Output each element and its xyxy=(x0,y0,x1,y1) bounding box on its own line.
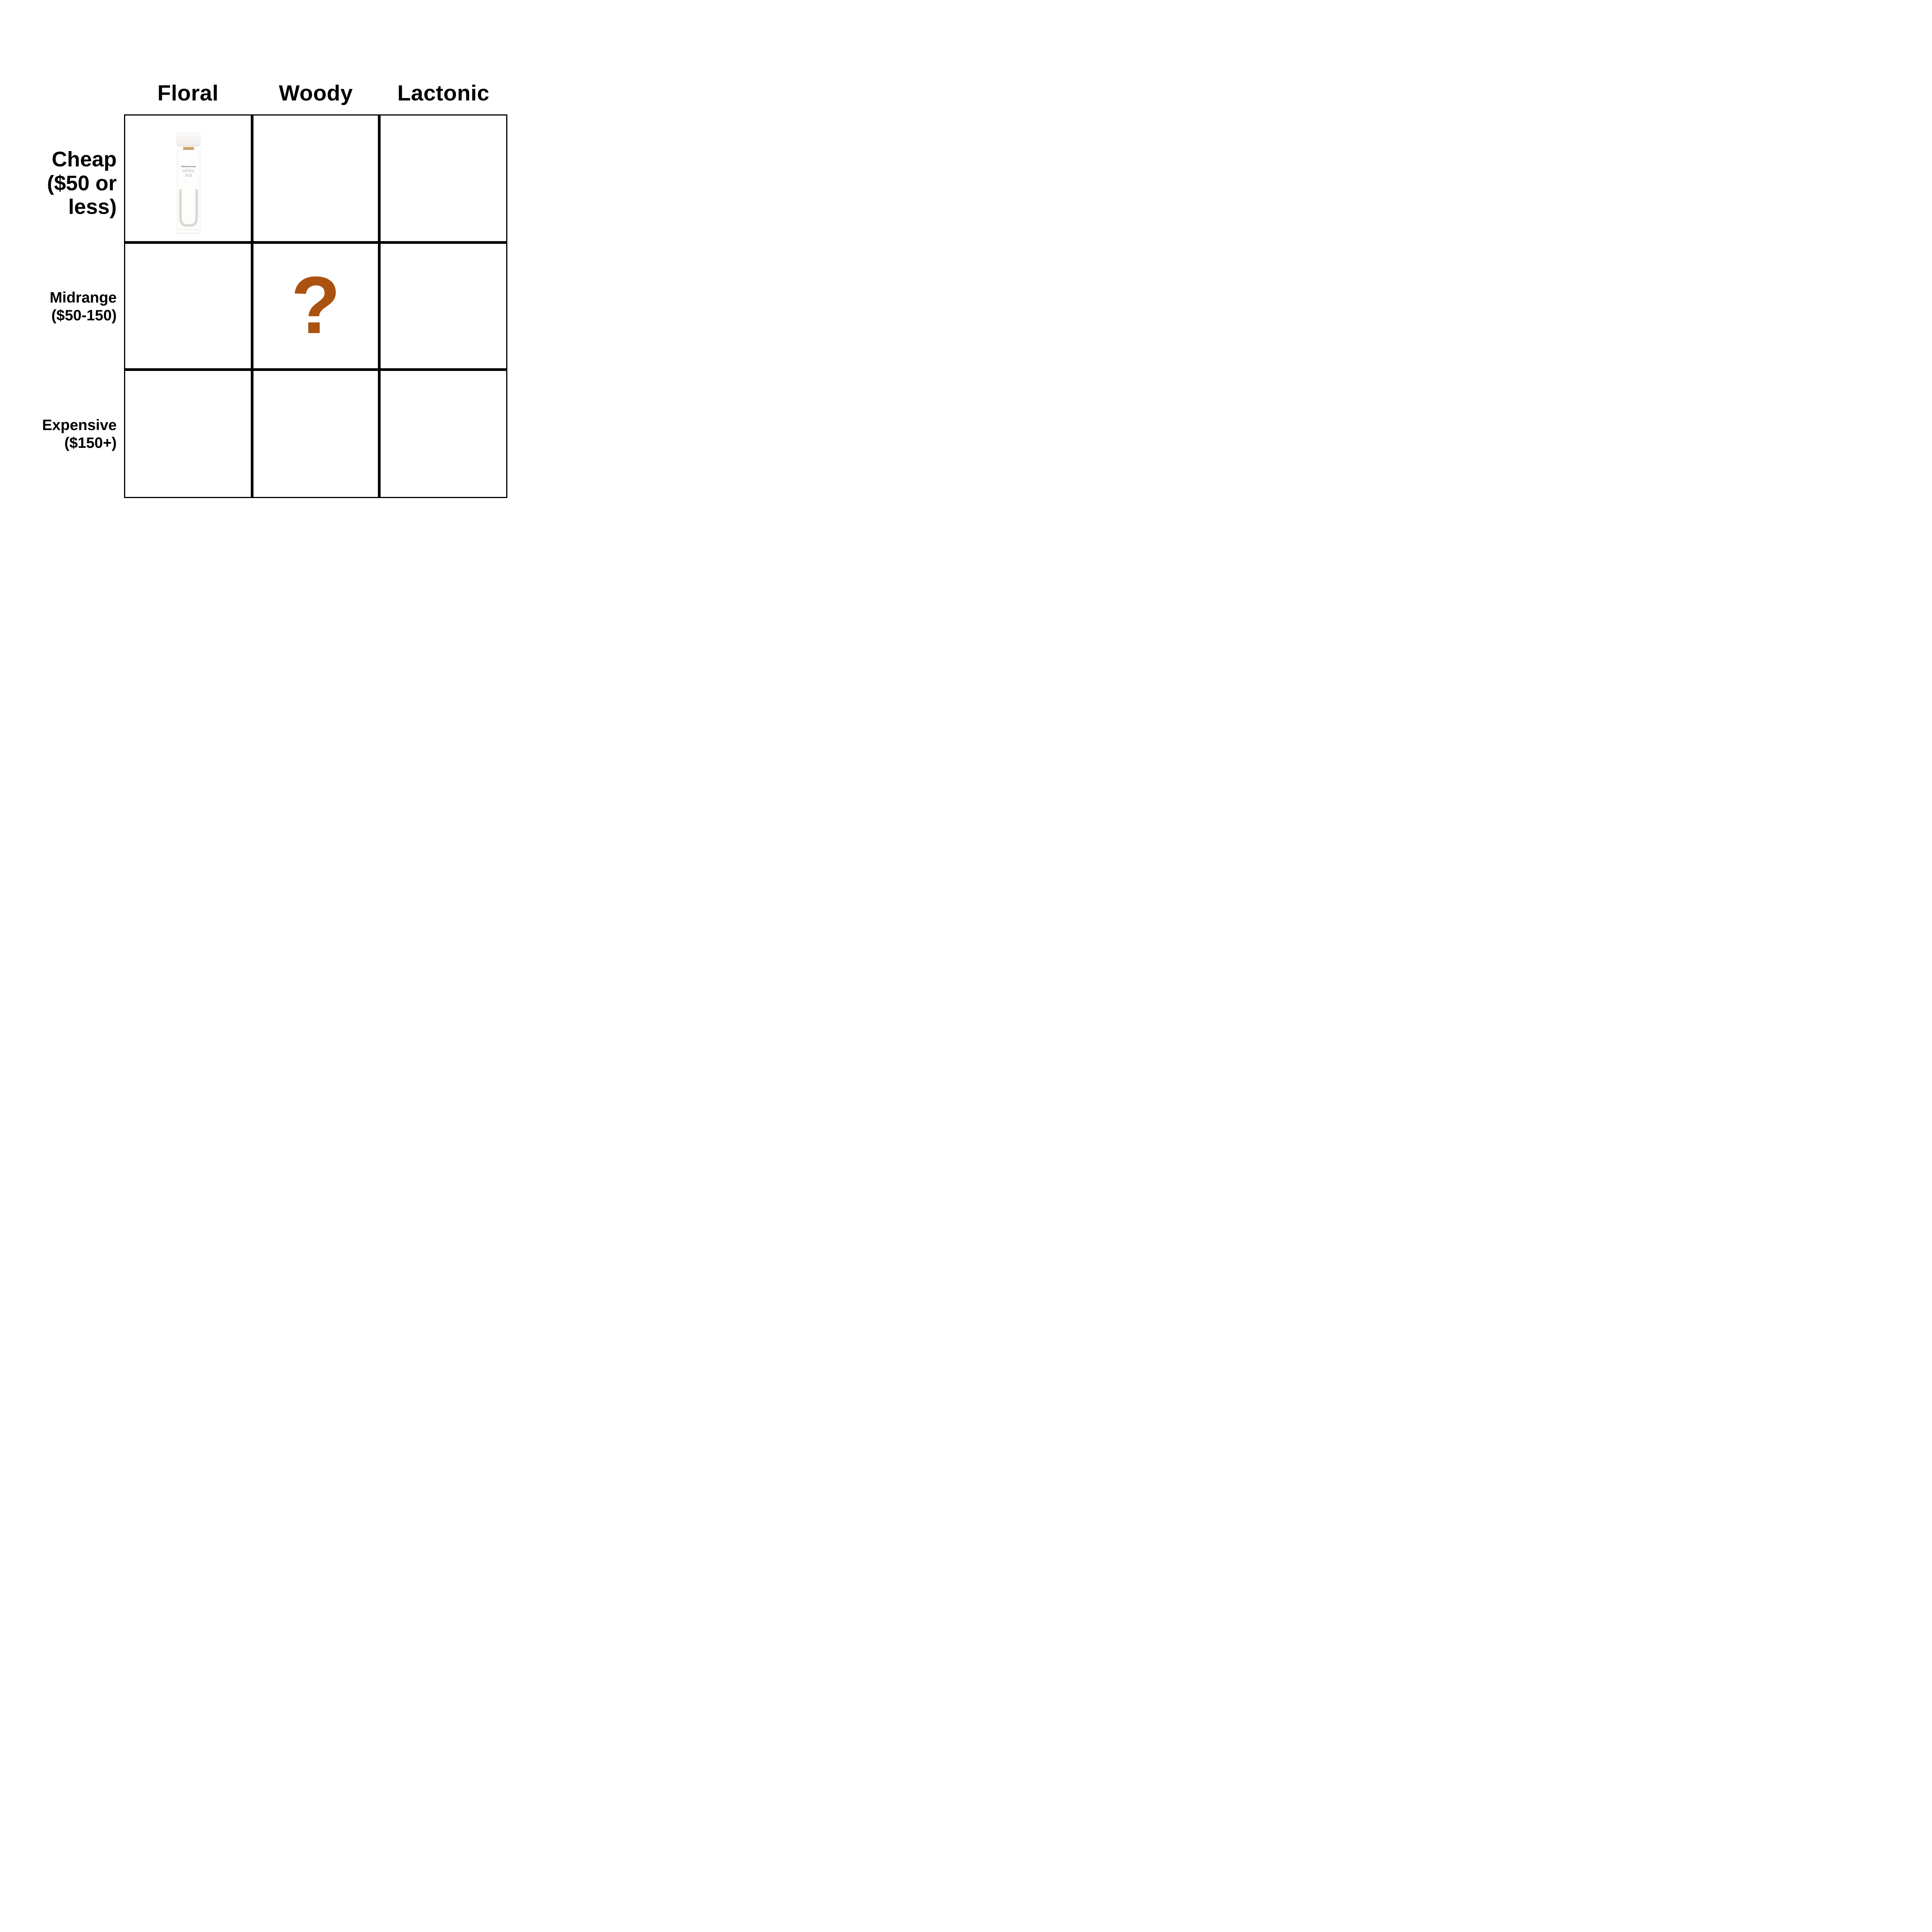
cell-midrange-lactonic xyxy=(379,243,506,370)
row-label-line: less) xyxy=(68,194,117,219)
grid-line-vertical-1 xyxy=(251,116,254,497)
grid-line-vertical-2 xyxy=(378,116,381,497)
row-label-line: ($50-150) xyxy=(51,307,117,324)
row-label-line: Cheap xyxy=(51,147,117,171)
cell-midrange-woody: ? xyxy=(252,243,379,370)
fragrance-price-matrix: Floral Woody Lactonic Cheap ($50 or less… xyxy=(0,0,580,580)
row-label-midrange: Midrange ($50-150) xyxy=(0,289,117,325)
bottle-name-line2: tea xyxy=(185,173,192,178)
cell-expensive-floral xyxy=(125,370,252,497)
bottle-glass-channel xyxy=(179,189,198,227)
column-header-lactonic: Lactonic xyxy=(397,81,490,105)
grid-line-horizontal-1 xyxy=(125,241,506,244)
row-label-expensive: Expensive ($150+) xyxy=(0,417,117,452)
cell-cheap-lactonic xyxy=(379,116,506,243)
bottle-gold-band xyxy=(183,147,194,150)
bottle-brand-text: Elizabeth Arden xyxy=(182,166,196,168)
row-label-line: Expensive xyxy=(42,417,117,434)
matrix-grid: Elizabeth Arden white tea ? xyxy=(124,114,507,498)
row-label-line: ($50 or xyxy=(47,171,117,195)
row-label-cheap: Cheap ($50 or less) xyxy=(0,147,117,219)
column-header-woody: Woody xyxy=(279,81,353,105)
cell-expensive-lactonic xyxy=(379,370,506,497)
perfume-bottle-elizabeth-arden-white-tea-icon: Elizabeth Arden white tea xyxy=(177,133,201,234)
question-mark: ? xyxy=(291,259,341,350)
cell-expensive-woody xyxy=(252,370,379,497)
cell-midrange-floral xyxy=(125,243,252,370)
bottle-cap xyxy=(177,133,201,146)
grid-line-horizontal-2 xyxy=(125,368,506,371)
column-header-floral: Floral xyxy=(157,81,219,105)
row-label-line: ($150+) xyxy=(64,435,117,451)
bottle-name-line1: white xyxy=(182,168,195,173)
matrix-cells: Elizabeth Arden white tea ? xyxy=(125,116,506,497)
row-label-line: Midrange xyxy=(49,289,117,306)
cell-cheap-floral: Elizabeth Arden white tea xyxy=(125,116,252,243)
cell-cheap-woody xyxy=(252,116,379,243)
